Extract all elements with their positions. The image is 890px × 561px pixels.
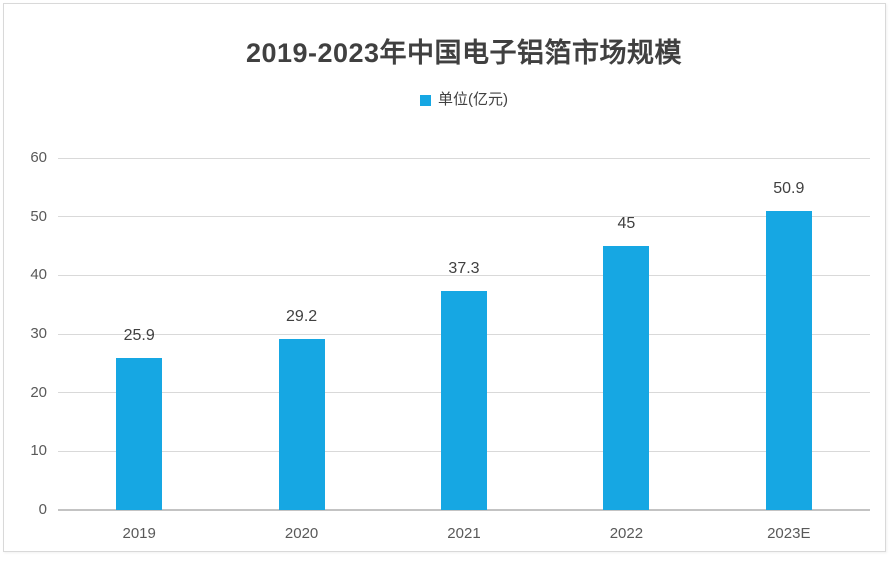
x-axis-label-2021: 2021	[447, 525, 481, 542]
category-slot-2021: 37.3 2021	[383, 158, 545, 542]
y-tick-label-10: 10	[30, 442, 47, 460]
plot-area: 0 10 20 30 40 50 60 25.9 2019 29.2 2020 37.3 2021 45 2…	[30, 149, 870, 542]
data-label-2022: 45	[617, 215, 636, 232]
legend-swatch-icon	[420, 94, 431, 106]
category-slot-2022: 45 2022	[545, 158, 707, 542]
gridline-40	[58, 274, 870, 276]
bar-2022	[603, 246, 650, 510]
gridline-60	[58, 157, 870, 159]
data-label-2023E: 50.9	[773, 180, 805, 198]
data-label-2020: 29.2	[286, 307, 318, 325]
legend-label: 单位(亿元)	[438, 91, 508, 108]
x-axis-label-2023E: 2023E	[767, 525, 811, 542]
x-axis-label-2020: 2020	[284, 525, 319, 542]
gridline-50	[58, 216, 870, 218]
category-slot-2020: 29.2 2020	[220, 158, 382, 542]
bar-2019	[116, 358, 163, 510]
y-tick-label-60: 60	[30, 149, 47, 166]
y-tick-label-50: 50	[30, 207, 47, 225]
x-axis-label-2019: 2019	[122, 525, 156, 542]
x-axis-label-2022: 2022	[609, 525, 644, 542]
x-axis-line	[58, 509, 870, 511]
chart-legend: 单位(亿元)	[58, 90, 870, 110]
y-tick-label-20: 20	[30, 383, 47, 401]
chart-title: 2019-2023年中国电子铝箔市场规模	[245, 38, 683, 68]
bar-2023E	[765, 211, 812, 510]
category-slot-2023E: 50.9 2023E	[708, 158, 870, 542]
category-slot-2019: 25.9 2019	[58, 158, 220, 542]
bar-2020	[278, 338, 325, 510]
bar-2021	[440, 291, 487, 510]
y-tick-label-40: 40	[30, 266, 47, 284]
data-label-2021: 37.3	[448, 260, 480, 278]
y-tick-label-30: 30	[30, 325, 47, 342]
y-tick-label-0: 0	[38, 501, 47, 518]
data-label-2019: 25.9	[123, 327, 155, 345]
